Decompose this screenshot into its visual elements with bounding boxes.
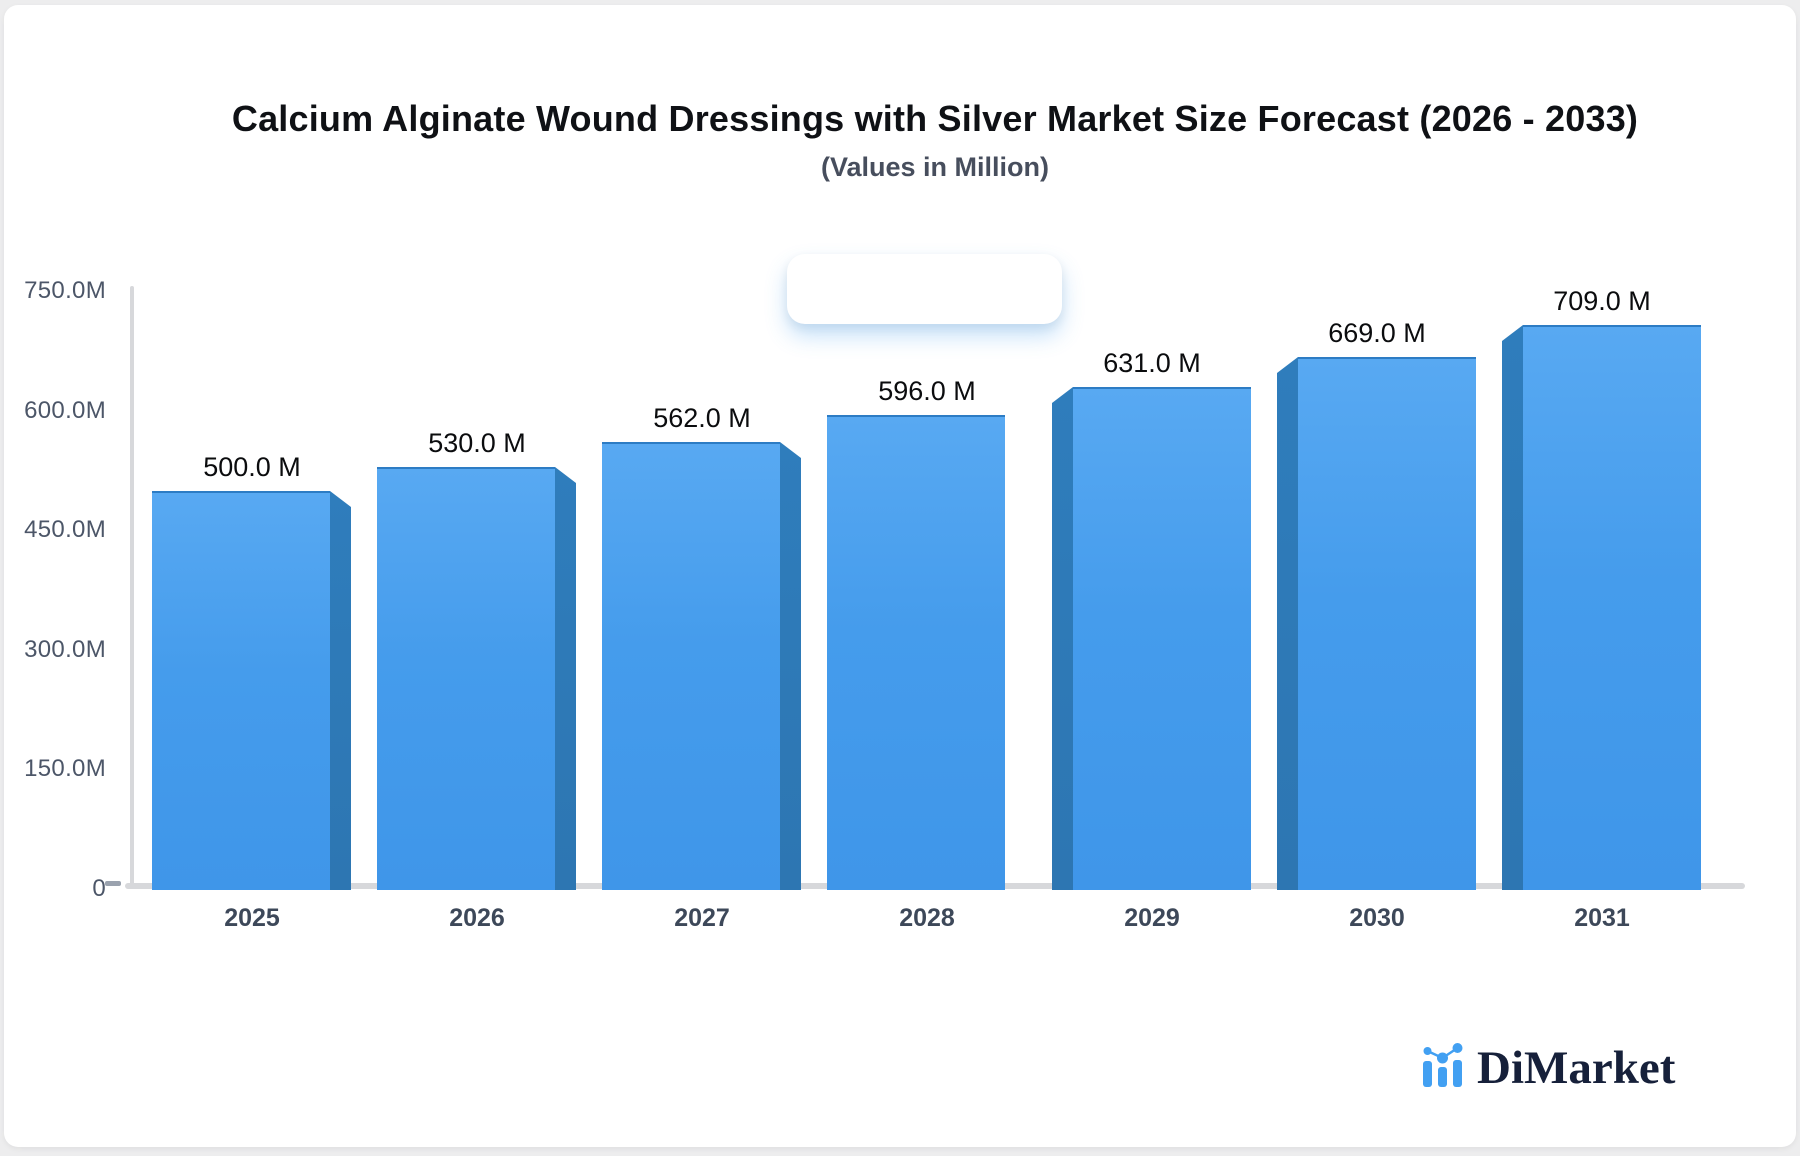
bar-2025 [152, 491, 330, 890]
zero-tick-mark [105, 881, 121, 886]
y-axis-line [130, 286, 134, 886]
x-axis-label: 2025 [224, 904, 280, 932]
brand-name: DiMarket [1477, 1042, 1676, 1094]
cagr-badge: CAGR: 5.99 % [787, 254, 1062, 324]
bar-side-shade [1052, 387, 1073, 890]
plot-area: 750.0M 600.0M 450.0M 300.0M 150.0M 0 500.0 M 20… [4, 5, 1800, 1147]
x-axis-label: 2027 [674, 904, 730, 932]
bar-side-shade [555, 467, 576, 890]
x-axis-label: 2030 [1349, 904, 1405, 932]
bar-value-label: 596.0 M [878, 376, 976, 406]
bar-side-shade [1277, 357, 1298, 890]
x-axis-label: 2028 [899, 904, 955, 932]
y-axis-tick-label: 300.0M [24, 636, 106, 663]
bar-value-label: 631.0 M [1103, 348, 1201, 378]
bar-value-label: 500.0 M [203, 452, 301, 482]
bar-side-shade [780, 442, 801, 890]
bar-2029 [1073, 387, 1251, 890]
x-axis-label: 2026 [449, 904, 505, 932]
y-axis-tick-label: 450.0M [24, 516, 106, 543]
bar-2031 [1523, 325, 1701, 890]
chart-header: Calcium Alginate Wound Dressings with Si… [74, 97, 1796, 183]
bar-2030 [1298, 357, 1476, 890]
chart-title: Calcium Alginate Wound Dressings with Si… [231, 98, 1639, 139]
bar-value-label: 669.0 M [1328, 318, 1426, 348]
x-axis-label: 2029 [1124, 904, 1180, 932]
bar-2026 [377, 467, 555, 890]
bar-chart-logo-icon [1423, 1043, 1463, 1087]
bar-value-label: 530.0 M [428, 428, 526, 458]
cagr-badge-label: CAGR: 5.99 % [821, 272, 1028, 305]
y-axis-tick-label: 150.0M [24, 755, 106, 782]
y-axis-tick-label: 600.0M [24, 397, 106, 424]
y-axis-tick-label: 0 [92, 875, 106, 902]
bar-2027 [602, 442, 780, 890]
bar-value-label: 709.0 M [1553, 286, 1651, 316]
x-axis-label: 2031 [1574, 904, 1630, 932]
chart-subtitle: (Values in Million) [820, 152, 1050, 182]
chart-card: Calcium Alginate Wound Dressings with Si… [4, 5, 1796, 1147]
brand-logo: DiMarket [1421, 1043, 1675, 1093]
bar-side-shade [1502, 325, 1523, 890]
bar-2028 [827, 415, 1005, 890]
y-axis-tick-label: 750.0M [24, 277, 106, 304]
bar-value-label: 562.0 M [653, 403, 751, 433]
bar-side-shade [330, 491, 351, 890]
